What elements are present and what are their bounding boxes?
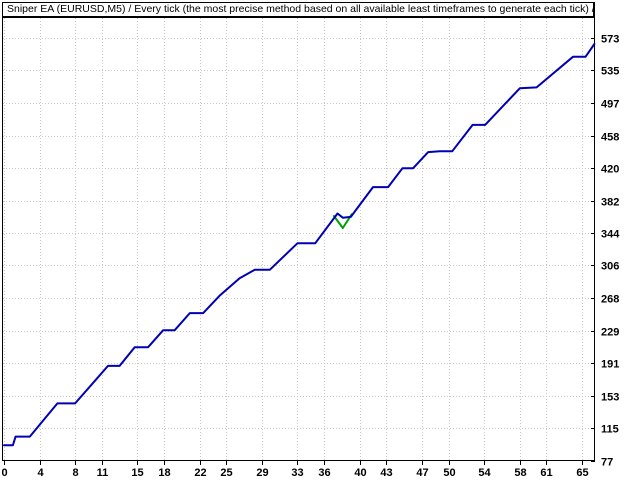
- plot-border: [2, 2, 595, 461]
- x-tick-label: 15: [131, 467, 143, 479]
- y-tick-label: 191: [601, 359, 619, 371]
- x-tick-label: 54: [478, 467, 491, 479]
- drawdown-marker-line: [332, 213, 353, 229]
- x-tick-label: 8: [72, 467, 78, 479]
- x-tick-label: 33: [291, 467, 303, 479]
- x-tick-label: 61: [540, 467, 552, 479]
- y-tick-label: 229: [601, 327, 619, 339]
- y-tick-label: 573: [601, 34, 619, 46]
- y-tick-label: 77: [601, 457, 613, 469]
- y-tick-label: 306: [601, 261, 619, 273]
- x-tick-label: 11: [97, 467, 109, 479]
- x-tick-label: 36: [318, 467, 330, 479]
- y-tick-label: 153: [601, 392, 619, 404]
- y-tick-label: 344: [601, 229, 620, 241]
- x-tick-label: 43: [380, 467, 392, 479]
- y-tick-label: 497: [601, 99, 619, 111]
- y-tick-label: 268: [601, 294, 619, 306]
- x-tick-label: 40: [354, 467, 366, 479]
- x-tick-label: 0: [1, 467, 7, 479]
- x-tick-label: 18: [158, 467, 170, 479]
- x-tick-label: 29: [256, 467, 268, 479]
- x-tick-label: 4: [37, 467, 44, 479]
- balance-line: [3, 43, 596, 447]
- y-tick-label: 115: [601, 424, 619, 436]
- x-tick-label: 65: [576, 467, 588, 479]
- x-tick-label: 22: [194, 467, 206, 479]
- y-tick-label: 535: [601, 66, 619, 78]
- y-tick-label: 420: [601, 164, 619, 176]
- y-tick-label: 382: [601, 197, 619, 209]
- graph-title: Sniper EA (EURUSD,M5) / Every tick (the …: [2, 2, 594, 17]
- x-tick-label: 58: [514, 467, 526, 479]
- x-tick-label: 25: [220, 467, 232, 479]
- x-tick-label: 47: [416, 467, 428, 479]
- x-tick-label: 50: [443, 467, 455, 479]
- y-tick-label: 458: [601, 132, 619, 144]
